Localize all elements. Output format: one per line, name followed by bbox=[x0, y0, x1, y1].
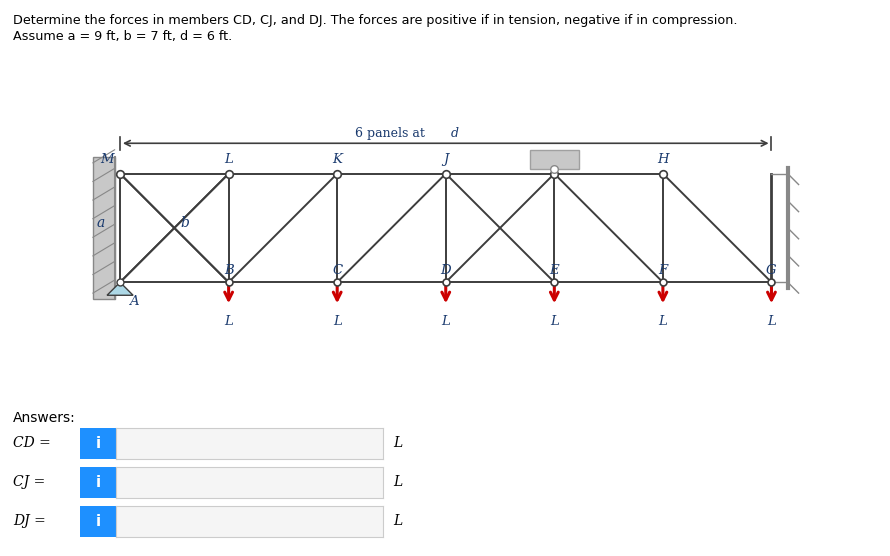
Text: d: d bbox=[451, 127, 459, 140]
Text: C: C bbox=[332, 264, 343, 277]
Text: G: G bbox=[766, 264, 777, 277]
Text: J: J bbox=[443, 153, 449, 166]
Bar bbox=[93, 157, 115, 299]
Text: 6 panels at: 6 panels at bbox=[354, 127, 428, 140]
Text: CJ =: CJ = bbox=[13, 475, 45, 489]
Text: L: L bbox=[550, 315, 559, 328]
Text: Answers:: Answers: bbox=[13, 411, 77, 425]
Polygon shape bbox=[107, 282, 134, 295]
Text: L: L bbox=[767, 315, 776, 328]
Text: i: i bbox=[95, 514, 101, 529]
Text: CD =: CD = bbox=[13, 436, 51, 450]
Text: E: E bbox=[549, 264, 559, 277]
Text: L: L bbox=[659, 315, 668, 328]
Text: DJ =: DJ = bbox=[13, 514, 46, 528]
Text: L: L bbox=[224, 153, 233, 166]
Text: L: L bbox=[393, 436, 402, 450]
Text: H: H bbox=[657, 153, 668, 166]
Bar bbox=[530, 150, 578, 170]
Text: K: K bbox=[332, 153, 342, 166]
Text: L: L bbox=[333, 315, 342, 328]
Text: Assume a = 9 ft, b = 7 ft, d = 6 ft.: Assume a = 9 ft, b = 7 ft, d = 6 ft. bbox=[13, 30, 232, 43]
Text: a: a bbox=[96, 216, 105, 230]
Text: M: M bbox=[101, 153, 114, 166]
Text: i: i bbox=[95, 436, 101, 451]
Text: B: B bbox=[223, 264, 233, 277]
Text: F: F bbox=[659, 264, 668, 277]
Text: L: L bbox=[393, 514, 402, 528]
Text: I: I bbox=[552, 153, 557, 166]
Text: L: L bbox=[224, 315, 233, 328]
Text: D: D bbox=[441, 264, 451, 277]
Text: Determine the forces in members CD, CJ, and DJ. The forces are positive if in te: Determine the forces in members CD, CJ, … bbox=[13, 14, 738, 27]
Text: i: i bbox=[95, 475, 101, 490]
Text: L: L bbox=[393, 475, 402, 489]
Text: b: b bbox=[181, 216, 190, 230]
Text: A: A bbox=[129, 295, 138, 308]
Text: L: L bbox=[441, 315, 450, 328]
